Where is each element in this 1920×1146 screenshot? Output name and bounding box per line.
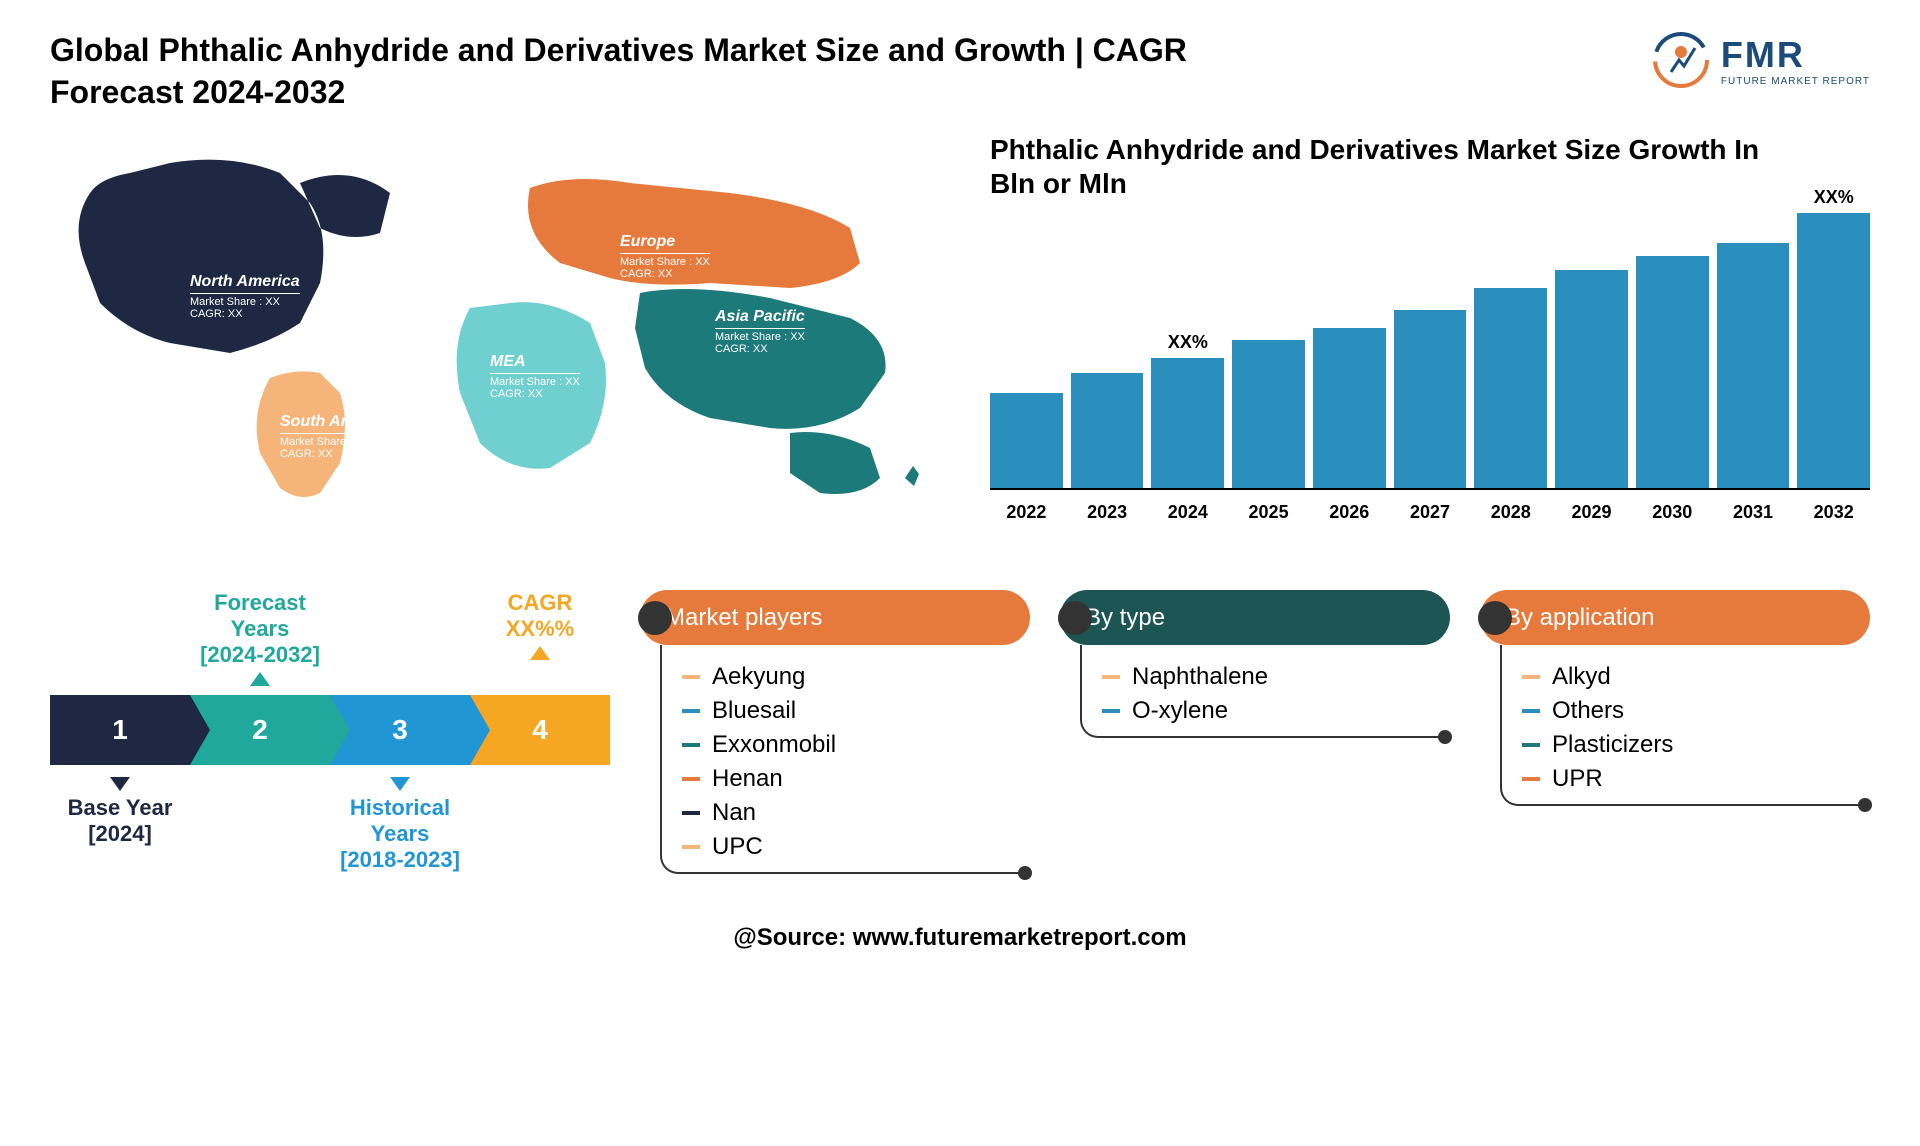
timeline-top-cagr: CAGRXX%% [470, 590, 610, 690]
bar-year-label: 2026 [1329, 502, 1369, 523]
category-item-label: Aekyung [712, 663, 805, 691]
source-attribution: @Source: www.futuremarketreport.com [50, 924, 1870, 952]
bar-2025: 2025 [1232, 340, 1305, 488]
category-item: Naphthalene [1102, 660, 1450, 694]
category-item-label: Henan [712, 765, 783, 793]
category-item-label: Others [1552, 697, 1624, 725]
timeline-infographic: Forecast Years[2024-2032] CAGRXX%% 1234 B… [50, 590, 610, 873]
category-item-label: UPC [712, 833, 763, 861]
region-label-europe: EuropeMarket Share : XXCAGR: XX [620, 233, 710, 280]
bullet-icon [1522, 675, 1540, 679]
bar-year-label: 2028 [1491, 502, 1531, 523]
bar-year-label: 2024 [1168, 502, 1208, 523]
bullet-icon [682, 709, 700, 713]
bar-2023: 2023 [1071, 373, 1144, 488]
category-item: Bluesail [682, 694, 1030, 728]
bar-year-label: 2031 [1733, 502, 1773, 523]
bar-year-label: 2029 [1571, 502, 1611, 523]
category-by-type: By type Naphthalene O-xylene [1060, 590, 1450, 874]
growth-chart: Phthalic Anhydride and Derivatives Marke… [990, 133, 1870, 530]
bar-year-label: 2022 [1006, 502, 1046, 523]
category-market-players: Market players Aekyung Bluesail Exxonmobil H… [640, 590, 1030, 874]
bullet-icon [1522, 743, 1540, 747]
timeline-segment-2: 2 [190, 695, 330, 765]
bar-annotation: XX% [1168, 332, 1208, 353]
category-item: Nan [682, 796, 1030, 830]
bullet-icon [682, 675, 700, 679]
bar-2031: 2031 [1717, 243, 1790, 488]
category-item-label: Bluesail [712, 697, 796, 725]
category-item-label: UPR [1552, 765, 1603, 793]
bullet-icon [1102, 709, 1120, 713]
category-item-label: O-xylene [1132, 697, 1228, 725]
bullet-icon [682, 743, 700, 747]
category-item-label: Plasticizers [1552, 731, 1673, 759]
category-item: Others [1522, 694, 1870, 728]
category-item: O-xylene [1102, 694, 1450, 728]
bar-year-label: 2025 [1249, 502, 1289, 523]
bullet-icon [682, 811, 700, 815]
bar-2029: 2029 [1555, 270, 1628, 488]
bullet-icon [682, 777, 700, 781]
bar-year-label: 2030 [1652, 502, 1692, 523]
logo-icon [1651, 30, 1711, 90]
bar-2026: 2026 [1313, 328, 1386, 488]
bar-2030: 2030 [1636, 256, 1709, 488]
category-header: By application [1480, 590, 1870, 645]
category-item-label: Naphthalene [1132, 663, 1268, 691]
category-item: Exxonmobil [682, 728, 1030, 762]
brand-logo: FMR FUTURE MARKET REPORT [1651, 30, 1870, 90]
category-item-label: Exxonmobil [712, 731, 836, 759]
timeline-top-forecast-years: Forecast Years[2024-2032] [190, 590, 330, 690]
region-label-mea: MEAMarket Share : XXCAGR: XX [490, 353, 580, 400]
bar-year-label: 2027 [1410, 502, 1450, 523]
bar-2028: 2028 [1474, 288, 1547, 488]
region-label-north-america: North AmericaMarket Share : XXCAGR: XX [190, 273, 300, 320]
timeline-segment-1: 1 [50, 695, 190, 765]
category-item: Alkyd [1522, 660, 1870, 694]
category-by-application: By application Alkyd Others Plasticizers UPR [1480, 590, 1870, 874]
bar-2032: 2032XX% [1797, 213, 1870, 488]
timeline-bottom-base-year: Base Year[2024] [50, 773, 190, 873]
timeline-bottom-historical-years: Historical Years[2018-2023] [330, 773, 470, 873]
category-item: UPC [682, 830, 1030, 864]
bullet-icon [682, 845, 700, 849]
bar-2024: 2024XX% [1151, 358, 1224, 488]
category-header: By type [1060, 590, 1450, 645]
bar-2027: 2027 [1394, 310, 1467, 488]
category-header: Market players [640, 590, 1030, 645]
logo-abbr: FMR [1721, 34, 1870, 76]
logo-subtitle: FUTURE MARKET REPORT [1721, 76, 1870, 87]
bar-year-label: 2023 [1087, 502, 1127, 523]
bar-year-label: 2032 [1814, 502, 1854, 523]
bar-2022: 2022 [990, 393, 1063, 488]
category-item: Plasticizers [1522, 728, 1870, 762]
category-item-label: Nan [712, 799, 756, 827]
chart-title: Phthalic Anhydride and Derivatives Marke… [990, 133, 1870, 200]
bullet-icon [1522, 777, 1540, 781]
category-item: Henan [682, 762, 1030, 796]
timeline-segment-4: 4 [470, 695, 610, 765]
bullet-icon [1102, 675, 1120, 679]
category-item: UPR [1522, 762, 1870, 796]
bullet-icon [1522, 709, 1540, 713]
world-map: North AmericaMarket Share : XXCAGR: XX So… [50, 133, 950, 513]
category-item: Aekyung [682, 660, 1030, 694]
page-title: Global Phthalic Anhydride and Derivative… [50, 30, 1250, 113]
region-label-south-america: South AmericaMarket Share : XXCAGR: XX [280, 413, 392, 460]
bar-annotation: XX% [1814, 187, 1854, 208]
region-label-asia-pacific: Asia PacificMarket Share : XXCAGR: XX [715, 308, 805, 355]
category-item-label: Alkyd [1552, 663, 1611, 691]
timeline-segment-3: 3 [330, 695, 470, 765]
